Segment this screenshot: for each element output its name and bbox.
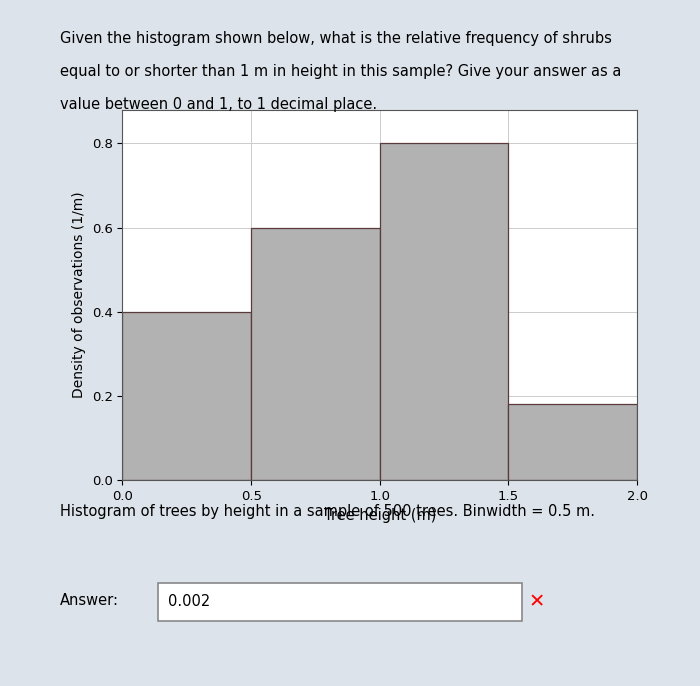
- Bar: [251, 228, 379, 480]
- Text: equal to or shorter than 1 m in height in this sample? Give your answer as a: equal to or shorter than 1 m in height i…: [60, 64, 621, 79]
- Text: Answer:: Answer:: [60, 593, 118, 608]
- Bar: [122, 312, 251, 480]
- Text: Histogram of trees by height in a sample of 500 trees. Binwidth = 0.5 m.: Histogram of trees by height in a sample…: [60, 504, 594, 519]
- X-axis label: Tree height (m): Tree height (m): [323, 508, 436, 523]
- Bar: [508, 405, 637, 480]
- Text: ✕: ✕: [528, 593, 545, 612]
- Y-axis label: Density of observations (1/m): Density of observations (1/m): [72, 191, 86, 399]
- FancyBboxPatch shape: [158, 583, 522, 621]
- Text: Given the histogram shown below, what is the relative frequency of shrubs: Given the histogram shown below, what is…: [60, 31, 611, 46]
- Text: value between 0 and 1, to 1 decimal place.: value between 0 and 1, to 1 decimal plac…: [60, 97, 377, 112]
- Bar: [379, 143, 508, 480]
- Text: 0.002: 0.002: [169, 595, 211, 609]
